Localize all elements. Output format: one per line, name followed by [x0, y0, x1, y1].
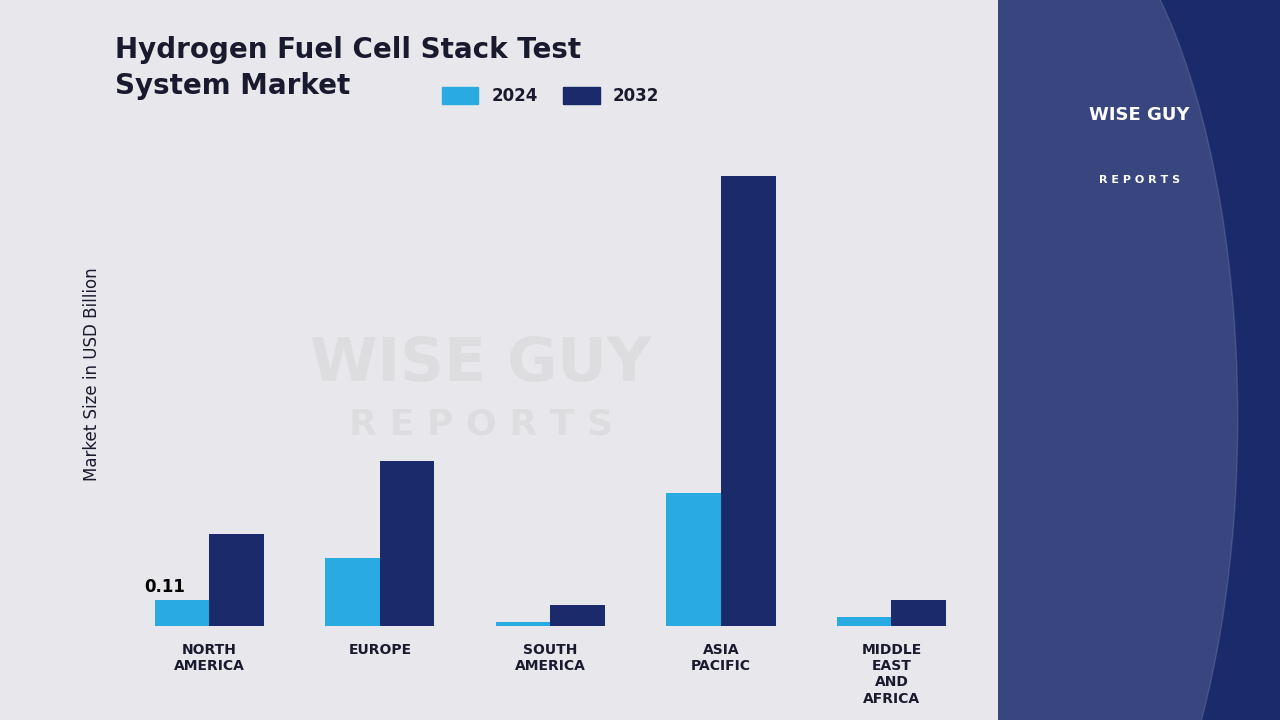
Bar: [891, 600, 946, 626]
Legend: 2024, 2032: 2024, 2032: [435, 81, 666, 112]
Text: WISE GUY: WISE GUY: [310, 335, 652, 394]
Circle shape: [815, 0, 1238, 720]
Bar: [667, 492, 721, 626]
Text: R E P O R T S: R E P O R T S: [348, 408, 613, 442]
Bar: [210, 534, 264, 626]
Bar: [325, 558, 380, 626]
Text: R E P O R T S: R E P O R T S: [1098, 175, 1180, 185]
Text: Hydrogen Fuel Cell Stack Test
System Market: Hydrogen Fuel Cell Stack Test System Mar…: [115, 36, 581, 99]
Text: 0.11: 0.11: [145, 578, 186, 596]
Bar: [380, 461, 434, 626]
Bar: [495, 621, 550, 626]
Bar: [550, 605, 605, 626]
Bar: [155, 600, 210, 626]
Y-axis label: Market Size in USD Billion: Market Size in USD Billion: [83, 268, 101, 481]
Text: WISE GUY: WISE GUY: [1089, 107, 1189, 124]
Bar: [721, 176, 776, 626]
Bar: [837, 616, 891, 626]
